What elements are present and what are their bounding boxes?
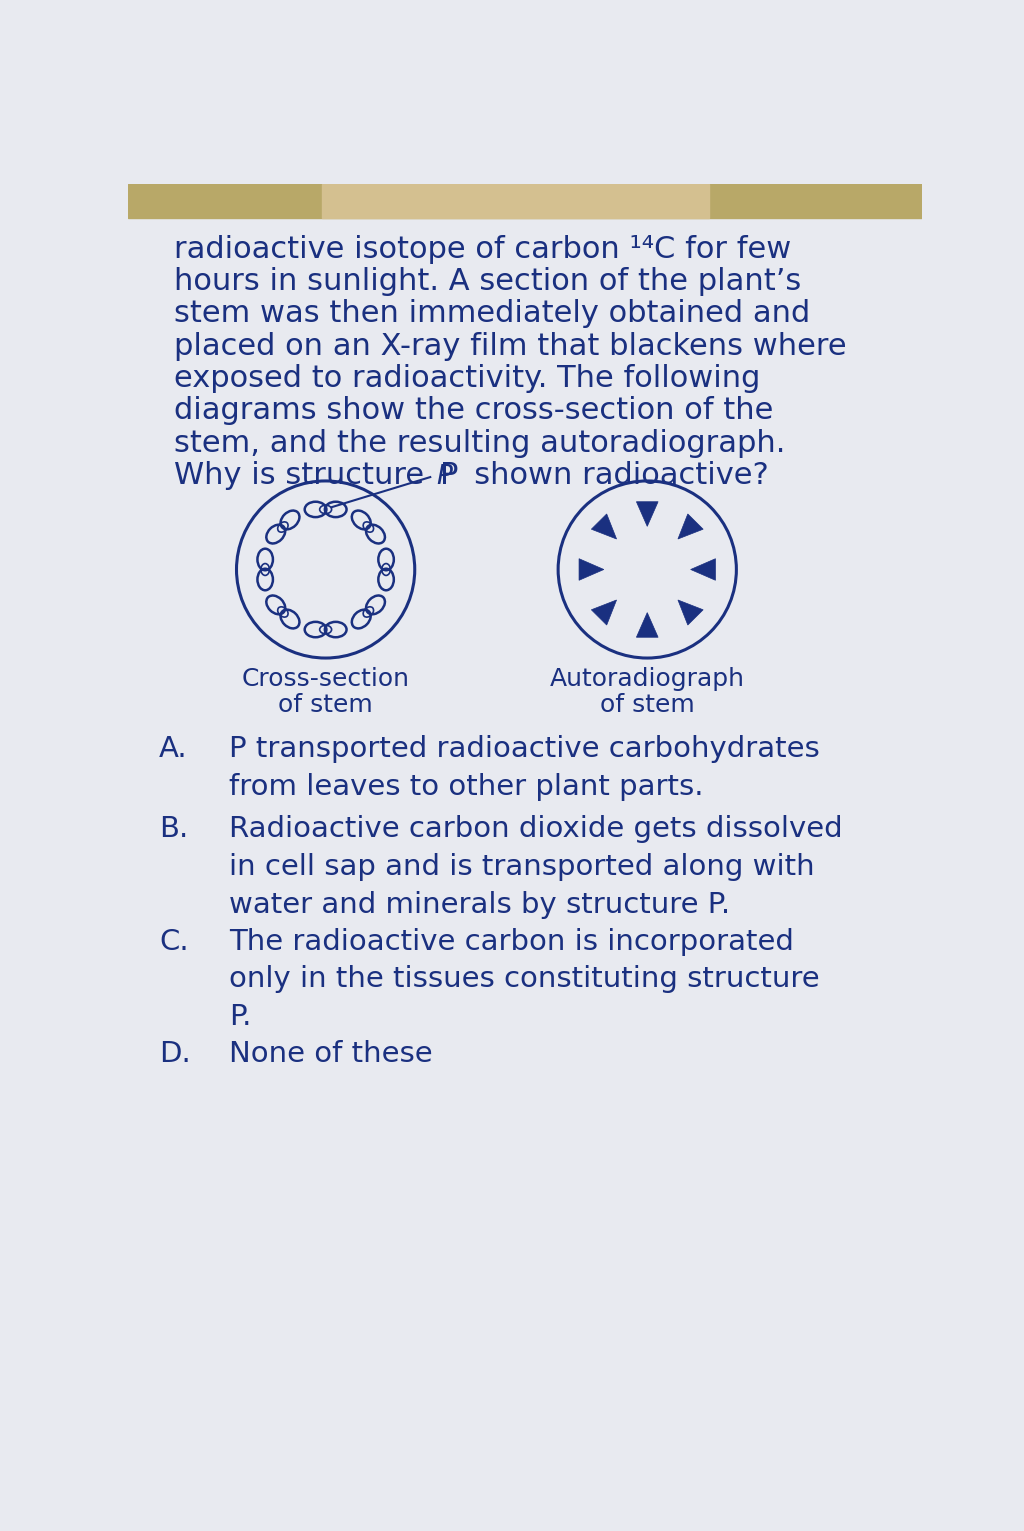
Polygon shape: [591, 600, 616, 625]
Bar: [322, 184, 710, 219]
Text: A.: A.: [159, 735, 187, 762]
Text: B.: B.: [159, 814, 188, 844]
Text: None of these: None of these: [228, 1040, 432, 1069]
Text: stem, and the resulting autoradiograph.: stem, and the resulting autoradiograph.: [174, 429, 785, 458]
Polygon shape: [678, 600, 703, 625]
Text: hours in sunlight. A section of the plant’s: hours in sunlight. A section of the plan…: [174, 266, 802, 295]
Text: placed on an X-ray film that blackens where: placed on an X-ray film that blackens wh…: [174, 332, 847, 361]
Text: C.: C.: [159, 928, 188, 955]
Text: D.: D.: [159, 1040, 190, 1069]
Text: Why is structure  P  shown radioactive?: Why is structure P shown radioactive?: [174, 461, 769, 490]
Text: P: P: [436, 464, 453, 490]
Polygon shape: [591, 514, 616, 539]
Text: radioactive isotope of carbon ¹⁴C for few: radioactive isotope of carbon ¹⁴C for fe…: [174, 234, 792, 263]
Text: exposed to radioactivity. The following: exposed to radioactivity. The following: [174, 364, 761, 393]
Polygon shape: [678, 514, 703, 539]
Bar: [128, 184, 922, 219]
Text: of stem: of stem: [600, 692, 694, 717]
Text: Autoradiograph: Autoradiograph: [550, 668, 744, 692]
Text: diagrams show the cross-section of the: diagrams show the cross-section of the: [174, 397, 774, 426]
Polygon shape: [636, 502, 658, 527]
Text: stem was then immediately obtained and: stem was then immediately obtained and: [174, 299, 811, 328]
Text: of stem: of stem: [279, 692, 373, 717]
Polygon shape: [636, 612, 658, 637]
Text: P transported radioactive carbohydrates
from leaves to other plant parts.: P transported radioactive carbohydrates …: [228, 735, 819, 801]
Text: Cross-section: Cross-section: [242, 668, 410, 692]
Text: Radioactive carbon dioxide gets dissolved
in cell sap and is transported along w: Radioactive carbon dioxide gets dissolve…: [228, 814, 843, 919]
Polygon shape: [579, 559, 604, 580]
Polygon shape: [690, 559, 716, 580]
Text: The radioactive carbon is incorporated
only in the tissues constituting structur: The radioactive carbon is incorporated o…: [228, 928, 819, 1032]
